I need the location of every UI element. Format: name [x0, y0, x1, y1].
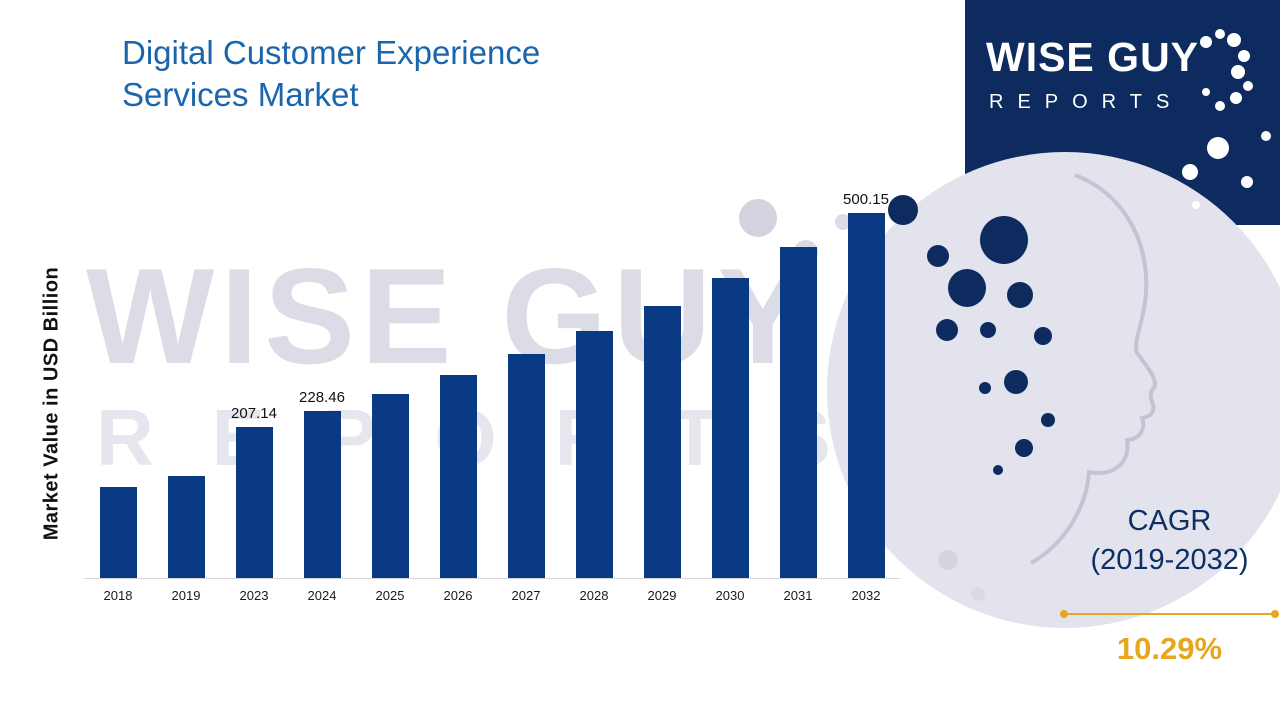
x-axis-label: 2029 [647, 588, 677, 603]
bar-2031 [779, 247, 817, 578]
bar-2027 [507, 354, 545, 578]
bar-2032 [847, 213, 885, 578]
bar-2029 [643, 306, 681, 578]
bar-2026 [439, 375, 477, 578]
bar-value-label: 228.46 [299, 389, 345, 406]
bar-2018 [99, 487, 137, 578]
brand-logo-name: WISE GUY [986, 34, 1200, 80]
bar-column: 2019 [152, 185, 220, 604]
bar-2025 [371, 394, 409, 578]
bar-2024 [303, 411, 341, 578]
cagr-value: 10.29% [1116, 631, 1223, 666]
x-axis-label: 2023 [239, 588, 269, 603]
x-axis-label: 2028 [579, 588, 609, 603]
x-axis-label: 2031 [783, 588, 813, 603]
cagr-divider [1060, 610, 1279, 618]
bar-value-label: 207.14 [231, 405, 277, 422]
bar-2030 [711, 278, 749, 578]
bar-column: 2031 [764, 185, 832, 604]
x-axis-label: 2019 [171, 588, 201, 603]
bar-2019 [167, 476, 205, 578]
y-axis-title: Market Value in USD Billion [40, 266, 63, 541]
bar-column: 2026 [424, 185, 492, 604]
x-axis-label: 2032 [851, 588, 881, 603]
cagr-range: (2019-2032) [1090, 544, 1249, 576]
bar-chart: 2018 2019 207.14 2023 228.46 2024 2025 2026 2027… [84, 185, 900, 604]
x-axis-label: 2018 [103, 588, 133, 603]
page-title: Digital Customer Experience Services Mar… [122, 32, 540, 116]
bar-column: 2025 [356, 185, 424, 604]
bar-column: 207.14 2023 [220, 185, 288, 604]
bar-value-label: 500.15 [843, 191, 889, 208]
bar-column: 2029 [628, 185, 696, 604]
x-axis-label: 2026 [443, 588, 473, 603]
page-title-line1: Digital Customer Experience [122, 34, 541, 71]
cagr-label: CAGR [1127, 505, 1212, 537]
bar-column: 2030 [696, 185, 764, 604]
bar-column: 500.15 2032 [832, 185, 900, 604]
x-axis-label: 2030 [715, 588, 745, 603]
bar-2028 [575, 331, 613, 578]
bar-column: 228.46 2024 [288, 185, 356, 604]
bar-column: 2028 [560, 185, 628, 604]
x-axis-label: 2024 [307, 588, 337, 603]
x-axis-label: 2027 [511, 588, 541, 603]
page-title-line2: Services Market [122, 76, 359, 113]
x-axis-label: 2025 [375, 588, 405, 603]
watermark-wiseguy: WISE GUY [86, 240, 815, 392]
logo-face-dots-icon [1200, 29, 1253, 111]
bar-column: 2027 [492, 185, 560, 604]
bar-2023 [235, 427, 273, 578]
brand-logo-sub: REPORTS [989, 91, 1184, 113]
cagr-block: CAGR (2019-2032) 10.29% [1060, 505, 1279, 667]
brand-logo: WISE GUY REPORTS [986, 34, 1199, 114]
bar-column: 2018 [84, 185, 152, 604]
x-axis-line [84, 578, 900, 579]
